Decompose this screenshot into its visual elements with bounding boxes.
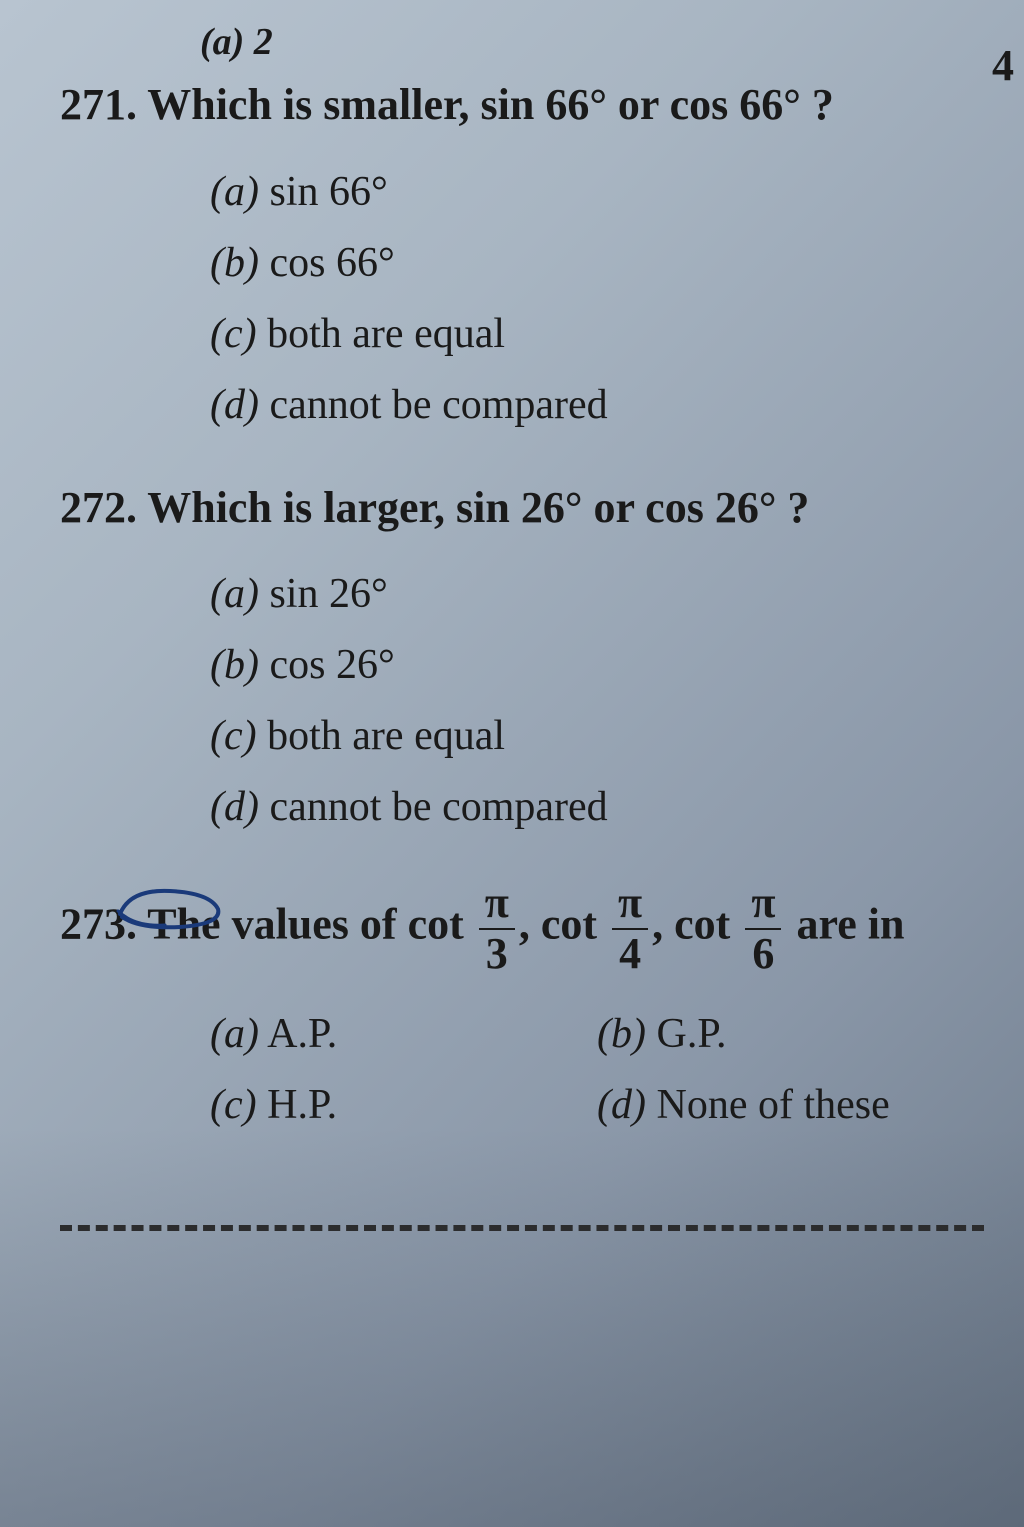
option-271-d: (d) cannot be compared bbox=[210, 374, 984, 437]
question-272-options: (a) sin 26° (b) cos 26° (c) both are equ… bbox=[210, 563, 984, 839]
option-label: (b) bbox=[210, 240, 259, 286]
fraction-numerator: π bbox=[745, 879, 781, 929]
option-label: (c) bbox=[210, 311, 257, 357]
option-271-c: (c) both are equal bbox=[210, 303, 984, 366]
option-273-c: (c) H.P. bbox=[210, 1074, 597, 1137]
question-suffix: are in bbox=[796, 900, 904, 949]
option-text: A.P. bbox=[267, 1011, 337, 1057]
fraction-numerator: π bbox=[479, 879, 515, 929]
option-label: (d) bbox=[210, 784, 259, 830]
question-number: 272. bbox=[60, 483, 137, 532]
option-label: (d) bbox=[597, 1082, 646, 1128]
question-body: Which is smaller, sin 66° or cos 66° ? bbox=[147, 80, 834, 129]
question-273: 273. The values of cot π 3 , cot π 4 , c… bbox=[60, 879, 984, 1145]
option-text: cannot be compared bbox=[269, 382, 607, 428]
question-273-options: (a) A.P. (b) G.P. (c) H.P. (d) None of t… bbox=[210, 1003, 984, 1145]
option-271-b: (b) cos 66° bbox=[210, 232, 984, 295]
fraction-numerator: π bbox=[612, 879, 648, 929]
option-label: (a) bbox=[210, 169, 259, 215]
option-text: None of these bbox=[656, 1082, 889, 1128]
option-272-a: (a) sin 26° bbox=[210, 563, 984, 626]
option-text: sin 26° bbox=[269, 571, 387, 617]
option-text: sin 66° bbox=[269, 169, 387, 215]
partial-top-text: (a) 2 bbox=[200, 20, 984, 64]
option-label: (d) bbox=[210, 382, 259, 428]
option-272-d: (d) cannot be compared bbox=[210, 776, 984, 839]
question-body: Which is larger, sin 26° or cos 26° ? bbox=[147, 483, 809, 532]
option-272-b: (b) cos 26° bbox=[210, 634, 984, 697]
option-text: both are equal bbox=[267, 713, 505, 759]
question-272: 272. Which is larger, sin 26° or cos 26°… bbox=[60, 477, 984, 840]
page-container: 4 (a) 2 271. Which is smaller, sin 66° o… bbox=[0, 0, 1024, 1271]
option-273-a: (a) A.P. bbox=[210, 1003, 597, 1066]
option-text: cos 66° bbox=[269, 240, 394, 286]
margin-number: 4 bbox=[992, 40, 1014, 91]
fraction-pi-4: π 4 bbox=[612, 879, 648, 978]
option-271-a: (a) sin 66° bbox=[210, 161, 984, 224]
option-272-c: (c) both are equal bbox=[210, 705, 984, 768]
option-text: H.P. bbox=[267, 1082, 337, 1128]
pen-circle-icon bbox=[110, 879, 230, 934]
question-271: 271. Which is smaller, sin 66° or cos 66… bbox=[60, 74, 984, 437]
option-text: both are equal bbox=[267, 311, 505, 357]
fraction-pi-6: π 6 bbox=[745, 879, 781, 978]
fraction-denominator: 3 bbox=[479, 930, 515, 978]
question-272-text: 272. Which is larger, sin 26° or cos 26°… bbox=[60, 477, 984, 539]
question-271-text: 271. Which is smaller, sin 66° or cos 66… bbox=[60, 74, 984, 136]
fraction-denominator: 4 bbox=[612, 930, 648, 978]
option-label: (a) bbox=[210, 1011, 259, 1057]
question-number: 271. bbox=[60, 80, 137, 129]
option-label: (c) bbox=[210, 713, 257, 759]
option-text: cannot be compared bbox=[269, 784, 607, 830]
option-label: (b) bbox=[210, 642, 259, 688]
question-271-options: (a) sin 66° (b) cos 66° (c) both are equ… bbox=[210, 161, 984, 437]
option-label: (b) bbox=[597, 1011, 646, 1057]
option-text: G.P. bbox=[656, 1011, 726, 1057]
fraction-denominator: 6 bbox=[745, 930, 781, 978]
option-text: cos 26° bbox=[269, 642, 394, 688]
option-273-b: (b) G.P. bbox=[597, 1003, 984, 1066]
fraction-pi-3: π 3 bbox=[479, 879, 515, 978]
option-273-d: (d) None of these bbox=[597, 1074, 984, 1137]
option-label: (a) bbox=[210, 571, 259, 617]
option-label: (c) bbox=[210, 1082, 257, 1128]
section-divider bbox=[60, 1225, 984, 1231]
